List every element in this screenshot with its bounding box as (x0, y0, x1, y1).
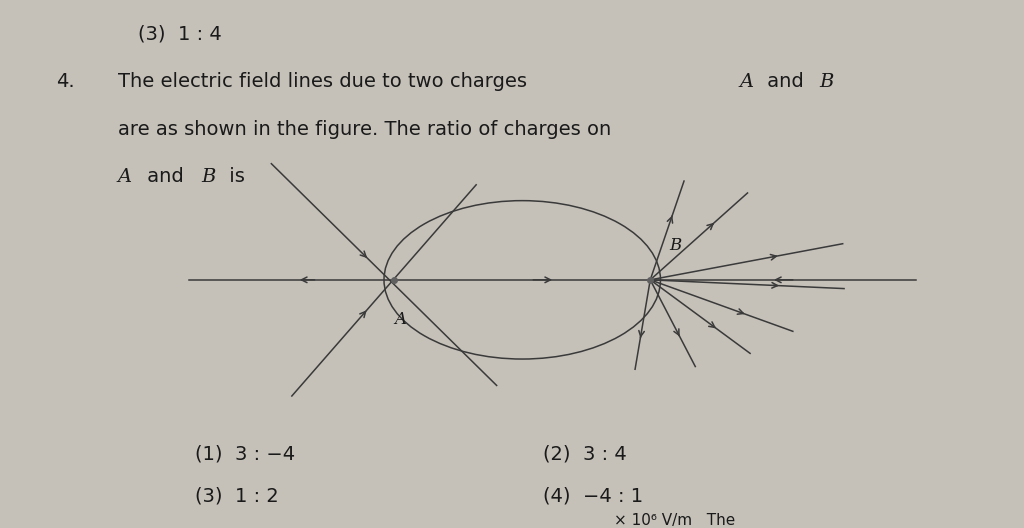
Text: (1)  3 : −4: (1) 3 : −4 (195, 445, 295, 464)
Text: B: B (202, 168, 216, 186)
Text: B: B (670, 237, 682, 254)
Text: A: A (118, 168, 132, 186)
Text: The electric field lines due to two charges: The electric field lines due to two char… (118, 72, 534, 91)
Text: (4)  −4 : 1: (4) −4 : 1 (543, 487, 643, 506)
Text: and: and (141, 167, 190, 186)
Text: and: and (761, 72, 810, 91)
Text: B: B (819, 73, 834, 91)
Text: A: A (739, 73, 754, 91)
Text: A: A (394, 311, 407, 328)
Text: (3)  1 : 4: (3) 1 : 4 (138, 25, 222, 44)
Text: × 10⁶ V/m   The: × 10⁶ V/m The (614, 513, 735, 527)
Text: are as shown in the figure. The ratio of charges on: are as shown in the figure. The ratio of… (118, 120, 611, 139)
Text: (2)  3 : 4: (2) 3 : 4 (543, 445, 627, 464)
Text: is: is (223, 167, 245, 186)
Text: 4.: 4. (56, 72, 75, 91)
Text: (3)  1 : 2: (3) 1 : 2 (195, 487, 279, 506)
